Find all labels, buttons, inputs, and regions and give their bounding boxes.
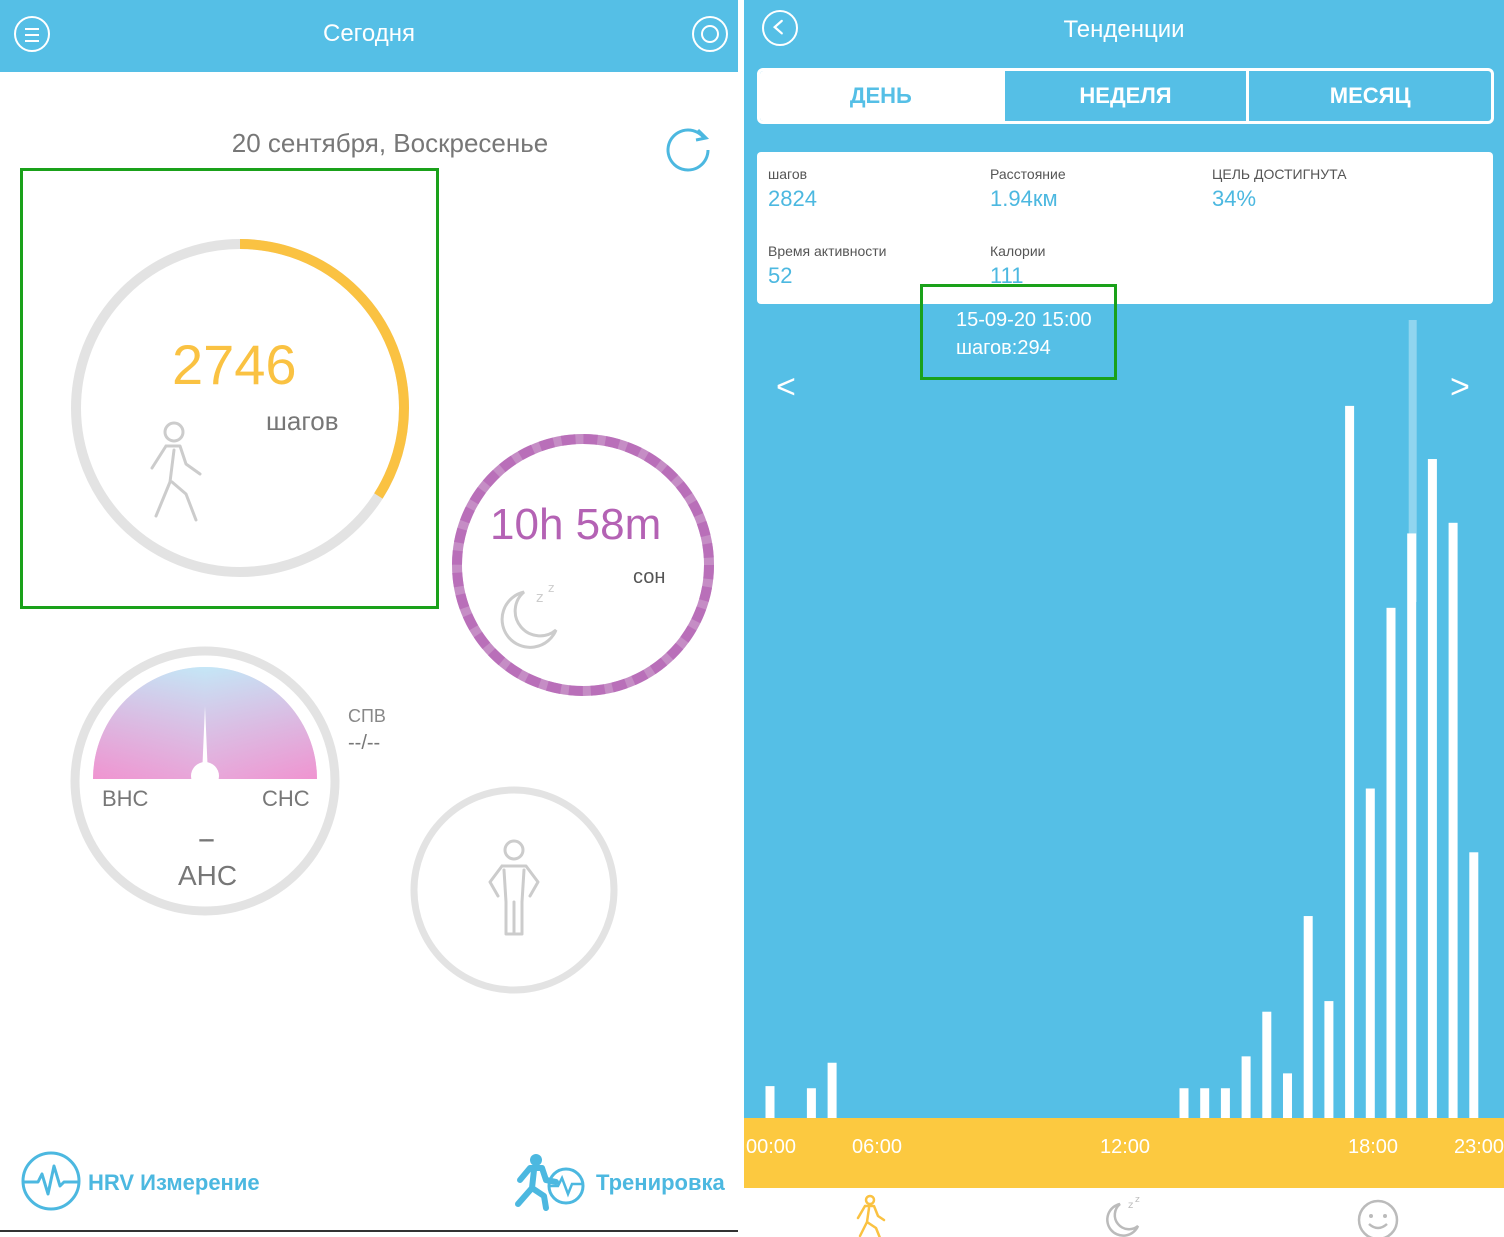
ans-value: --: [198, 822, 215, 855]
steps-unit: шагов: [266, 406, 339, 436]
svg-text:z: z: [548, 581, 554, 595]
stat-steps-label: шагов: [768, 166, 808, 182]
tooltip-time: 15-09-20 15:00: [956, 309, 1092, 331]
stat-calories: Калории 111: [990, 243, 1045, 289]
stat-distance-label: Расстояние: [990, 166, 1066, 182]
chart-bar[interactable]: [1365, 788, 1375, 1118]
top-bar: Сегодня: [0, 0, 738, 72]
sleep-value: 10h 58m: [490, 500, 662, 549]
svg-text:z: z: [1128, 1200, 1133, 1211]
x-axis: 00:00 06:00 12:00 18:00 23:00: [744, 1118, 1504, 1188]
vns-label: ВНС: [102, 786, 149, 811]
sns-label: СНС: [262, 786, 310, 811]
trends-title: Тенденции: [1063, 16, 1185, 43]
tab-day[interactable]: ДЕНЬ: [760, 71, 1002, 121]
svg-text:z: z: [1135, 1195, 1140, 1205]
chart-bar[interactable]: [1179, 1088, 1189, 1118]
heartbeat-icon: [21, 1151, 81, 1211]
spv-value: --/--: [348, 732, 381, 754]
ans-label: АНС: [178, 860, 238, 891]
device-icon[interactable]: [692, 16, 728, 52]
hrv-gauge[interactable]: [68, 644, 342, 918]
moon-icon: z z: [500, 581, 558, 649]
hrv-measure-button[interactable]: HRV Измерение: [20, 1150, 280, 1214]
chart-bar[interactable]: [1283, 1073, 1292, 1118]
chart-bar[interactable]: [1345, 405, 1355, 1118]
svg-text:z: z: [536, 590, 543, 606]
training-button[interactable]: Тренировка: [510, 1150, 730, 1214]
body-ring[interactable]: [408, 784, 620, 996]
chart-bar[interactable]: [1262, 1011, 1272, 1118]
chart-bar[interactable]: [1241, 1056, 1251, 1118]
stat-active-label: Время активности: [768, 243, 887, 259]
steps-bar-chart[interactable]: [744, 300, 1504, 1118]
selected-bar-highlight: [1408, 320, 1417, 602]
chart-bar[interactable]: [1200, 1088, 1210, 1118]
bottom-nav: z z: [744, 1188, 1504, 1237]
chart-bar[interactable]: [1427, 459, 1437, 1118]
hrv-measure-label: HRV Измерение: [88, 1170, 260, 1195]
standing-person-icon: [488, 839, 540, 936]
date-label: 20 сентября, Воскресенье: [231, 128, 549, 158]
stat-distance: Расстояние 1.94км: [990, 166, 1066, 212]
x-tick-label: 00:00: [746, 1136, 797, 1158]
chart-bar[interactable]: [827, 1062, 837, 1118]
x-tick-label: 23:00: [1454, 1136, 1504, 1158]
stat-steps-value: 2824: [768, 186, 817, 211]
stats-card: шагов 2824 Расстояние 1.94км ЦЕЛЬ ДОСТИГ…: [757, 152, 1493, 304]
walk-icon[interactable]: [848, 1194, 892, 1237]
back-icon[interactable]: [762, 10, 798, 46]
x-tick-label: 12:00: [1100, 1136, 1151, 1158]
steps-value: 2746: [172, 333, 297, 396]
tab-week[interactable]: НЕДЕЛЯ: [1001, 71, 1247, 121]
chart-bar[interactable]: [1386, 607, 1396, 1118]
today-screen: Сегодня 20 сентября, Воскресенье 2746 ша…: [0, 0, 738, 1237]
highlight-box-tooltip: [920, 284, 1117, 380]
x-tick-label: 06:00: [852, 1136, 903, 1158]
chart-bar[interactable]: [1220, 1088, 1230, 1118]
stat-calories-label: Калории: [990, 243, 1046, 259]
spv-label: СПВ: [348, 706, 386, 726]
trends-screen: Тенденции ДЕНЬ НЕДЕЛЯ МЕСЯЦ шагов 2824 Р…: [744, 0, 1504, 1237]
refresh-icon[interactable]: [660, 120, 716, 176]
walking-person-icon: [150, 421, 202, 522]
stat-steps: шагов 2824: [768, 166, 817, 212]
stat-distance-value: 1.94км: [990, 186, 1058, 211]
chart-bar[interactable]: [765, 1086, 775, 1118]
chart-bar[interactable]: [1407, 533, 1417, 1118]
chart-bar[interactable]: [806, 1088, 816, 1118]
chart-tooltip: 15-09-20 15:00 шагов:294: [956, 306, 1092, 362]
sleep-unit: сон: [633, 566, 666, 588]
highlight-box-steps: [20, 168, 439, 609]
mood-icon[interactable]: [1356, 1194, 1400, 1237]
divider: [0, 1230, 738, 1232]
menu-icon[interactable]: [14, 16, 50, 52]
page-title: Сегодня: [323, 20, 415, 47]
prev-day-button[interactable]: <: [776, 368, 796, 406]
stat-calories-value: 111: [990, 263, 1024, 288]
chart-bar[interactable]: [1448, 522, 1458, 1118]
sleep-ring[interactable]: [448, 430, 718, 700]
training-label: Тренировка: [596, 1170, 725, 1195]
next-day-button[interactable]: >: [1450, 368, 1470, 406]
stat-goal-value: 34%: [1212, 186, 1257, 211]
running-heart-icon: [515, 1154, 585, 1211]
sleep-icon[interactable]: z z: [1104, 1194, 1148, 1237]
tab-month[interactable]: МЕСЯЦ: [1246, 71, 1491, 121]
x-tick-label: 18:00: [1348, 1136, 1399, 1158]
period-tabs: ДЕНЬ НЕДЕЛЯ МЕСЯЦ: [757, 68, 1494, 124]
stat-active-value: 52: [768, 263, 793, 288]
chart-bar[interactable]: [1469, 852, 1479, 1118]
stat-active: Время активности 52: [768, 243, 887, 289]
stat-goal: ЦЕЛЬ ДОСТИГНУТА 34%: [1212, 166, 1347, 212]
stat-goal-label: ЦЕЛЬ ДОСТИГНУТА: [1212, 166, 1347, 182]
tooltip-steps: шагов:294: [956, 337, 1051, 359]
chart-bar[interactable]: [1324, 1001, 1334, 1118]
chart-bar[interactable]: [1303, 916, 1313, 1118]
steps-ring[interactable]: [68, 236, 412, 580]
